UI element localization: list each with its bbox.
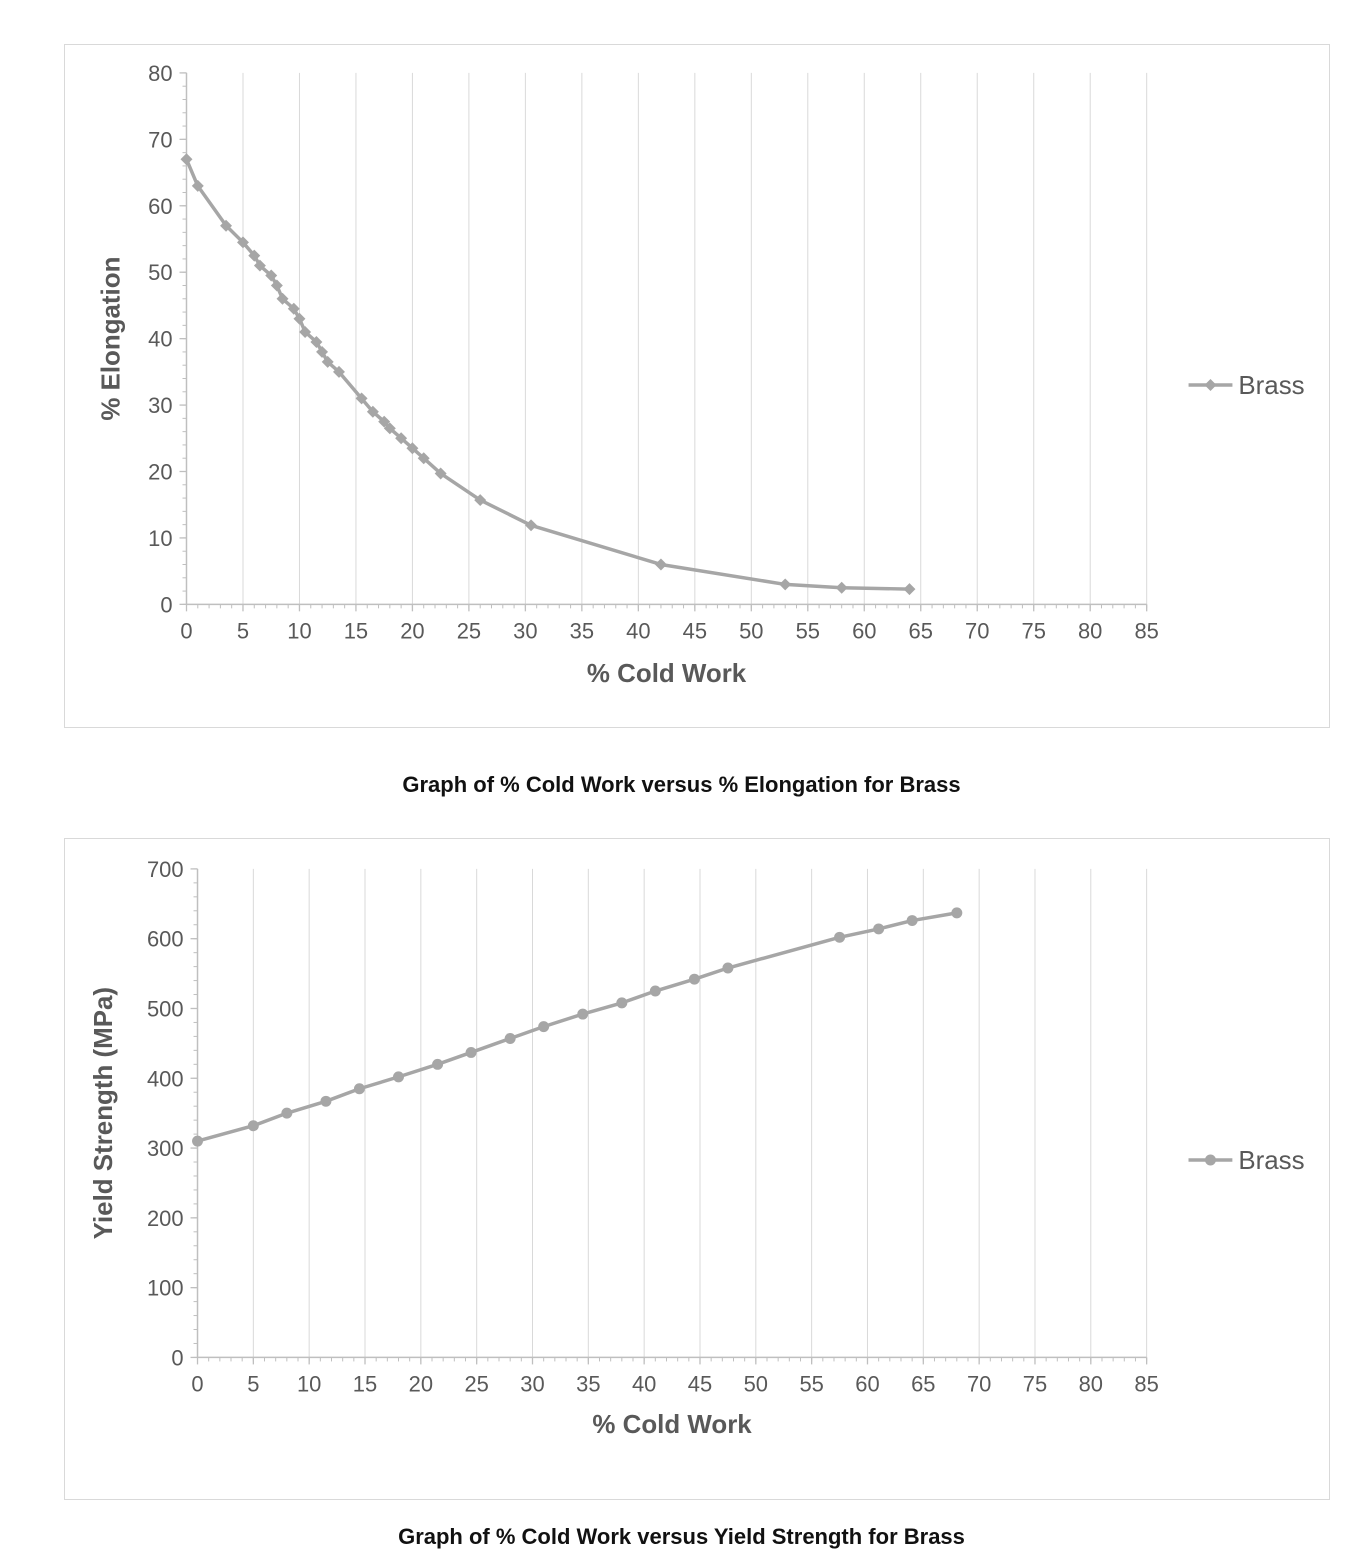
x-tick-label: 40 <box>626 618 650 643</box>
series-line <box>184 157 912 591</box>
x-tick-label: 20 <box>409 1371 433 1396</box>
elongation-chart-caption: Graph of % Cold Work versus % Elongation… <box>402 772 961 797</box>
chart-svg: 0 5 10 15 20 25 30 35 40 45 50 55 60 65 70 75 80 85 0 10 20 3… <box>98 61 1305 688</box>
y-tick-label: 50 <box>148 260 172 285</box>
elongation-chart: 0 5 10 15 20 25 30 35 40 45 50 55 60 65 70 75 80 85 0 10 20 3… <box>64 44 1330 728</box>
x-tick-label: 70 <box>967 1371 991 1396</box>
x-tick-label: 50 <box>739 618 763 643</box>
y-tick-label: 600 <box>147 927 184 952</box>
y-tick-label: 200 <box>147 1206 184 1231</box>
x-tick-label: 15 <box>344 618 368 643</box>
y-axis-title: % Elongation <box>98 257 126 421</box>
y-tick-label: 30 <box>148 393 172 418</box>
x-axis-title: % Cold Work <box>592 1411 752 1439</box>
x-tick-label: 75 <box>1022 618 1046 643</box>
x-tick-label: 75 <box>1023 1371 1047 1396</box>
x-tick-label: 55 <box>796 618 820 643</box>
x-tick-label: 60 <box>852 618 876 643</box>
legend-marker-icon <box>1204 379 1217 391</box>
y-tick-label: 100 <box>147 1276 184 1301</box>
series-line <box>195 911 959 1143</box>
y-tick-label: 10 <box>148 526 172 551</box>
y-tick-label: 0 <box>171 1345 183 1370</box>
axes: 0 5 10 15 20 25 30 35 40 45 50 55 60 65 70 75 80 85 0 100 20… <box>147 857 1159 1396</box>
legend: Brass <box>1188 372 1305 400</box>
y-tick-label: 20 <box>148 459 172 484</box>
x-tick-label: 5 <box>237 618 249 643</box>
y-tick-label: 70 <box>148 127 172 152</box>
x-tick-label: 15 <box>353 1371 377 1396</box>
y-tick-label: 80 <box>148 61 172 86</box>
x-tick-label: 25 <box>457 618 481 643</box>
legend-label: Brass <box>1238 1147 1304 1175</box>
x-tick-label: 35 <box>570 618 594 643</box>
x-tick-label: 5 <box>247 1371 259 1396</box>
x-tick-label: 80 <box>1079 1371 1103 1396</box>
x-tick-label: 60 <box>855 1371 879 1396</box>
axes: 0 5 10 15 20 25 30 35 40 45 50 55 60 65 70 75 80 85 0 10 20 3… <box>148 61 1159 643</box>
x-tick-label: 70 <box>965 618 989 643</box>
y-tick-label: 700 <box>147 857 184 882</box>
y-tick-label: 0 <box>160 592 172 617</box>
legend-label: Brass <box>1238 372 1304 400</box>
y-tick-label: 60 <box>148 194 172 219</box>
x-tick-label: 45 <box>688 1371 712 1396</box>
x-tick-label: 50 <box>744 1371 768 1396</box>
x-tick-label: 55 <box>799 1371 823 1396</box>
gridlines <box>197 868 1148 1358</box>
x-axis-title: % Cold Work <box>587 660 747 688</box>
x-tick-label: 30 <box>520 1371 544 1396</box>
y-tick-label: 400 <box>147 1066 184 1091</box>
x-tick-label: 0 <box>180 618 192 643</box>
yield-strength-chart: 0 5 10 15 20 25 30 35 40 45 50 55 60 65 70 75 80 85 0 100 20… <box>64 838 1330 1500</box>
y-axis-title: Yield Strength (MPa) <box>90 987 118 1239</box>
x-tick-label: 40 <box>632 1371 656 1396</box>
x-tick-label: 35 <box>576 1371 600 1396</box>
x-tick-label: 65 <box>911 1371 935 1396</box>
chart-svg: 0 5 10 15 20 25 30 35 40 45 50 55 60 65 70 75 80 85 0 100 20… <box>90 857 1305 1439</box>
legend: Brass <box>1188 1147 1305 1175</box>
x-tick-label: 10 <box>297 1371 321 1396</box>
x-tick-label: 85 <box>1134 618 1158 643</box>
x-tick-label: 0 <box>191 1371 203 1396</box>
x-tick-label: 85 <box>1134 1371 1158 1396</box>
x-tick-label: 65 <box>909 618 933 643</box>
y-tick-label: 40 <box>148 327 172 352</box>
x-tick-label: 10 <box>287 618 311 643</box>
y-tick-label: 500 <box>147 996 184 1021</box>
x-tick-label: 30 <box>513 618 537 643</box>
gridlines <box>185 72 1148 605</box>
x-tick-label: 45 <box>683 618 707 643</box>
x-tick-label: 20 <box>400 618 424 643</box>
x-tick-label: 25 <box>464 1371 488 1396</box>
series-markers <box>192 907 963 1147</box>
y-tick-label: 300 <box>147 1136 184 1161</box>
legend-marker-icon <box>1204 1154 1216 1166</box>
x-tick-label: 80 <box>1078 618 1102 643</box>
yield-strength-chart-caption: Graph of % Cold Work versus Yield Streng… <box>398 1524 965 1549</box>
